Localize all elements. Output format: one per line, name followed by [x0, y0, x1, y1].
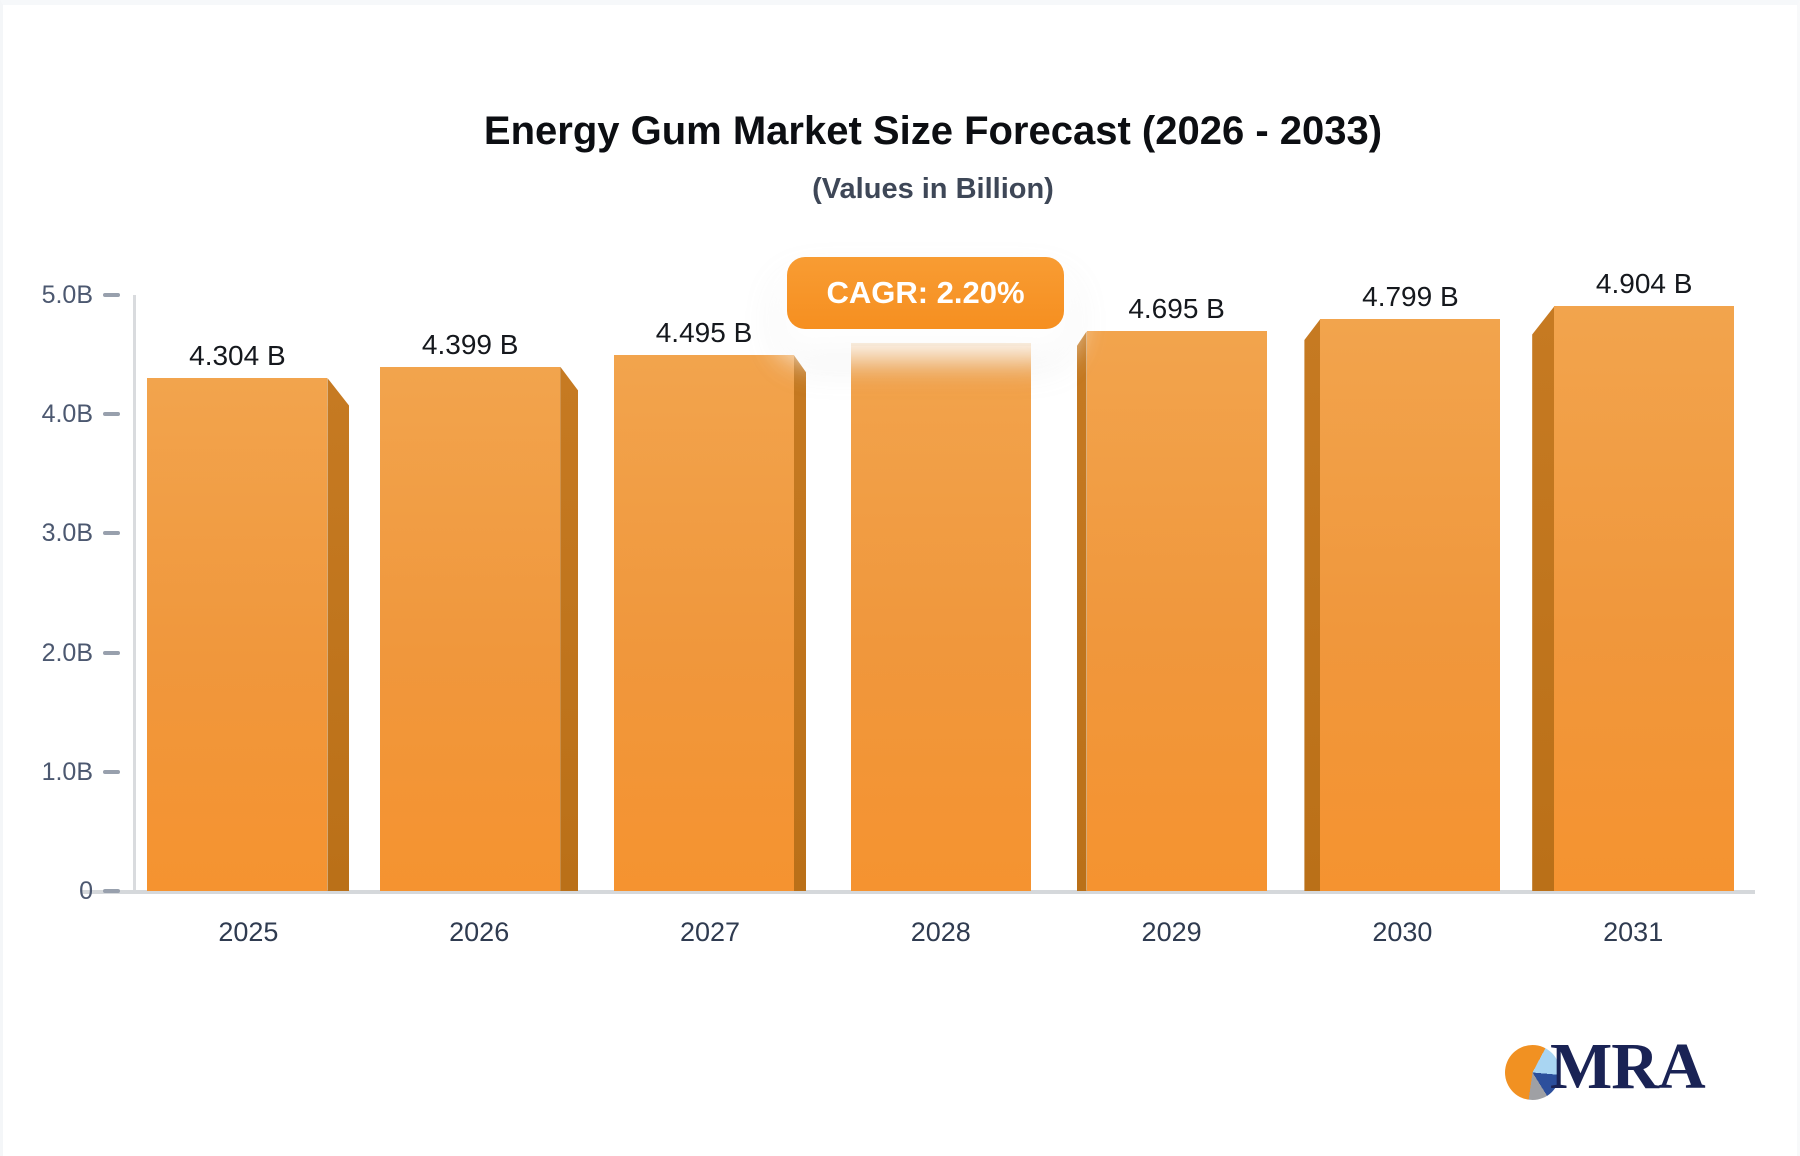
bar-value-label-2030: 4.799 B — [1362, 280, 1459, 312]
bar-value-label-2029: 4.695 B — [1128, 293, 1225, 325]
pie-chart-logo-icon — [1505, 1045, 1560, 1100]
cagr-badge: CAGR: 2.20% — [787, 257, 1064, 329]
bar-2030 — [1320, 318, 1501, 891]
x-axis-label-2030: 2030 — [1372, 917, 1433, 947]
x-axis-label-2031: 2031 — [1603, 917, 1664, 947]
y-tick-mark — [103, 293, 120, 297]
bar-2026-3d-side — [560, 366, 579, 891]
y-axis-line — [133, 295, 136, 893]
y-axis-ticks: 0 1.0B 2.0B 3.0B 4.0B 5.0B — [3, 5, 1797, 1156]
y-tick-label-3.0B: 3.0B — [41, 519, 93, 548]
bar-value-label-2031: 4.904 B — [1595, 268, 1693, 300]
bar-2031 — [1554, 306, 1735, 891]
bar-2028 — [850, 343, 1031, 891]
bar-2025-3d-side — [327, 377, 350, 891]
bar-2027-3d-side — [794, 355, 806, 891]
brand-logo-text: MRA — [1550, 1029, 1706, 1103]
y-tick-mark — [103, 531, 120, 536]
plot-area: 0 1.0B 2.0B 3.0B 4.0B 5.0B 4.304 B 4.399 B 4.49… — [3, 5, 1797, 1156]
x-axis-line — [81, 890, 1755, 894]
bar-2026 — [380, 366, 561, 891]
x-axis-label-2028: 2028 — [910, 917, 971, 947]
y-tick-mark — [103, 769, 120, 774]
bar-value-label-2026: 4.399 B — [421, 328, 519, 360]
x-axis-label-2029: 2029 — [1141, 917, 1202, 947]
y-tick-label-1.0B: 1.0B — [41, 757, 93, 786]
y-tick-label-5.0B: 5.0B — [41, 281, 93, 309]
y-tick-label-4.0B: 4.0B — [41, 400, 93, 429]
bar-2029 — [1086, 331, 1267, 891]
bar-2029-3d-side — [1076, 331, 1087, 891]
brand-logo: MRA — [1505, 1029, 1706, 1103]
y-tick-label-2.0B: 2.0B — [41, 638, 93, 667]
chart-subtitle: (Values in Billion) — [812, 173, 1054, 205]
y-tick-label-0: 0 — [79, 877, 93, 905]
bar-2030-3d-side — [1304, 318, 1321, 891]
x-axis-label-2027: 2027 — [679, 917, 741, 947]
bar-value-label-2027: 4.495 B — [655, 317, 753, 349]
bar-2025 — [147, 377, 328, 891]
bar-value-label-2025: 4.304 B — [189, 339, 286, 371]
y-tick-mark — [103, 889, 120, 893]
x-axis-labels: 2025 2026 2027 2028 2029 2030 2031 — [3, 5, 1797, 1156]
x-axis-label-2025: 2025 — [218, 917, 279, 947]
bar-2027 — [614, 355, 794, 891]
x-axis-label-2026: 2026 — [449, 917, 510, 947]
bar-2031-3d-side — [1532, 306, 1555, 891]
y-tick-mark — [103, 650, 120, 655]
bars-layer: 4.304 B 4.399 B 4.495 B 4.695 B 4.799 B 4.904… — [3, 5, 1797, 1156]
y-tick-mark — [103, 412, 120, 417]
chart-title: Energy Gum Market Size Forecast (2026 - … — [483, 109, 1383, 153]
